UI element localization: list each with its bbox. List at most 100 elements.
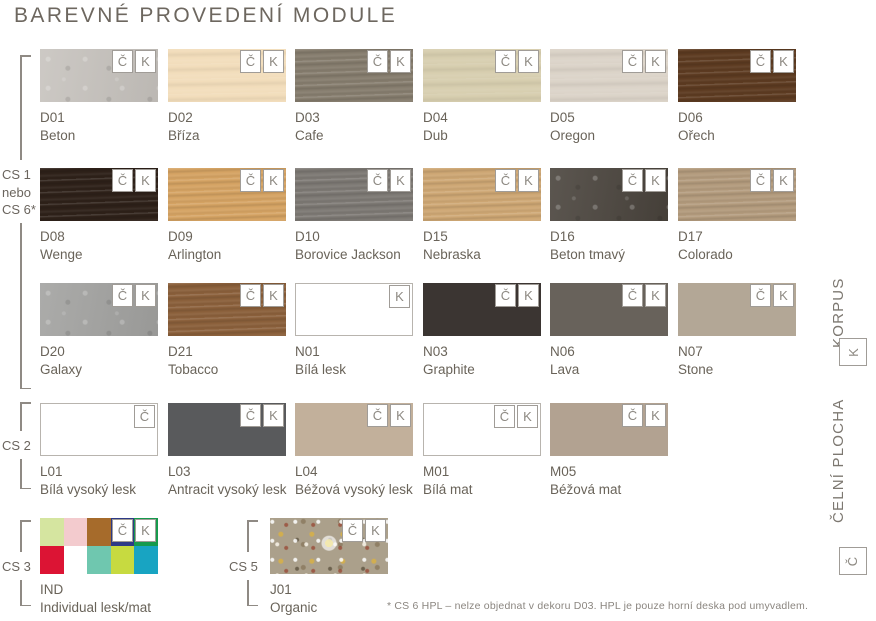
bracket-cs3 [20,579,22,606]
swatch-code: L04 [295,464,318,479]
swatch-cell-D04: Č K D04 Dub [423,49,551,144]
swatch-cell-D08: Č K D08 Wenge [40,168,168,263]
material-swatch-L01: Č [40,403,158,456]
color-tile [87,518,111,546]
swatch-code: L01 [40,464,63,479]
bracket-cs2 [20,402,22,431]
swatch-code: D05 [550,110,575,125]
swatch-code: N07 [678,344,703,359]
color-tile [40,546,64,574]
color-tile [63,546,88,574]
front-badge-icon: Č [367,169,388,192]
korpus-badge-icon: K [645,404,666,427]
swatch-code: M01 [423,464,450,479]
group-label-line: CS 5 [229,559,258,574]
front-badge-icon: Č [112,169,133,192]
bracket-cs5 [247,579,249,606]
group-label-line: CS 2 [2,438,31,453]
swatch-cell-M01: Č K M01 Bílá mat [423,403,551,498]
korpus-badge-icon: K [773,284,794,307]
korpus-badge-icon: K [517,405,538,428]
korpus-badge-icon: K [135,519,156,542]
front-legend-label: ČELNÍ PLOCHA [830,398,847,523]
front-badge-icon: Č [367,404,388,427]
korpus-badge-icon: K [263,50,284,73]
swatch-cell-L03: Č K L03 Antracit vysoký lesk [168,403,296,498]
bracket-cs1 [20,387,31,389]
group-label-cs3: CS 3 [2,558,31,576]
swatch-code: D08 [40,229,65,244]
swatch-name: Antracit vysoký lesk [168,481,287,497]
swatch-name: Arlington [168,246,222,262]
swatch-badges: Č [134,405,155,428]
korpus-badge-icon: K [263,404,284,427]
group-label-cs1: CS 1 nebo CS 6* [2,166,36,219]
group-label-line: CS 6* [2,202,36,217]
korpus-badge-icon: K [773,50,794,73]
swatch-cell-D02: Č K D02 Bříza [168,49,296,144]
swatch-cell-D09: Č K D09 Arlington [168,168,296,263]
swatch-code: L03 [168,464,191,479]
swatch-code: D15 [423,229,448,244]
page-title: BAREVNÉ PROVEDENÍ MODULE [14,4,398,27]
group-label-line: CS 3 [2,559,31,574]
swatch-code: D04 [423,110,448,125]
swatch-cell-L04: Č K L04 Béžová vysoký lesk [295,403,423,498]
swatch-code: D10 [295,229,320,244]
color-tile [87,546,111,574]
group-label-line: nebo [2,184,31,200]
swatch-code: D01 [40,110,65,125]
swatch-name: Wenge [40,246,83,262]
swatch-cell-D17: Č K D17 Colorado [678,168,806,263]
bracket-cs3 [20,604,31,606]
korpus-badge-icon: K [645,284,666,307]
swatch-code: D20 [40,344,65,359]
korpus-badge-icon: K [518,169,539,192]
front-badge-icon: Č [112,284,133,307]
swatch-name: Stone [678,361,714,377]
bracket-cs1 [20,55,22,160]
swatch-name: Tobacco [168,361,219,377]
group-label-cs5: CS 5 [229,558,258,576]
swatch-name: Colorado [678,246,733,262]
korpus-badge-icon: K [518,50,539,73]
bracket-cs2 [20,402,31,404]
swatch-name: Organic [270,599,318,615]
swatch-cell-D21: Č K D21 Tobacco [168,283,296,378]
swatch-code: D06 [678,110,703,125]
front-badge-icon: Č [494,405,515,428]
material-swatch-N01: K [295,283,413,336]
swatch-code: N06 [550,344,575,359]
swatch-name: Béžová mat [550,481,622,497]
swatch-name: Beton [40,127,76,143]
korpus-badge-icon: K [773,169,794,192]
swatch-cell-D10: Č K D10 Borovice Jackson [295,168,423,263]
group-label-line: CS 1 [2,167,31,182]
front-badge-icon: Č [112,50,133,73]
